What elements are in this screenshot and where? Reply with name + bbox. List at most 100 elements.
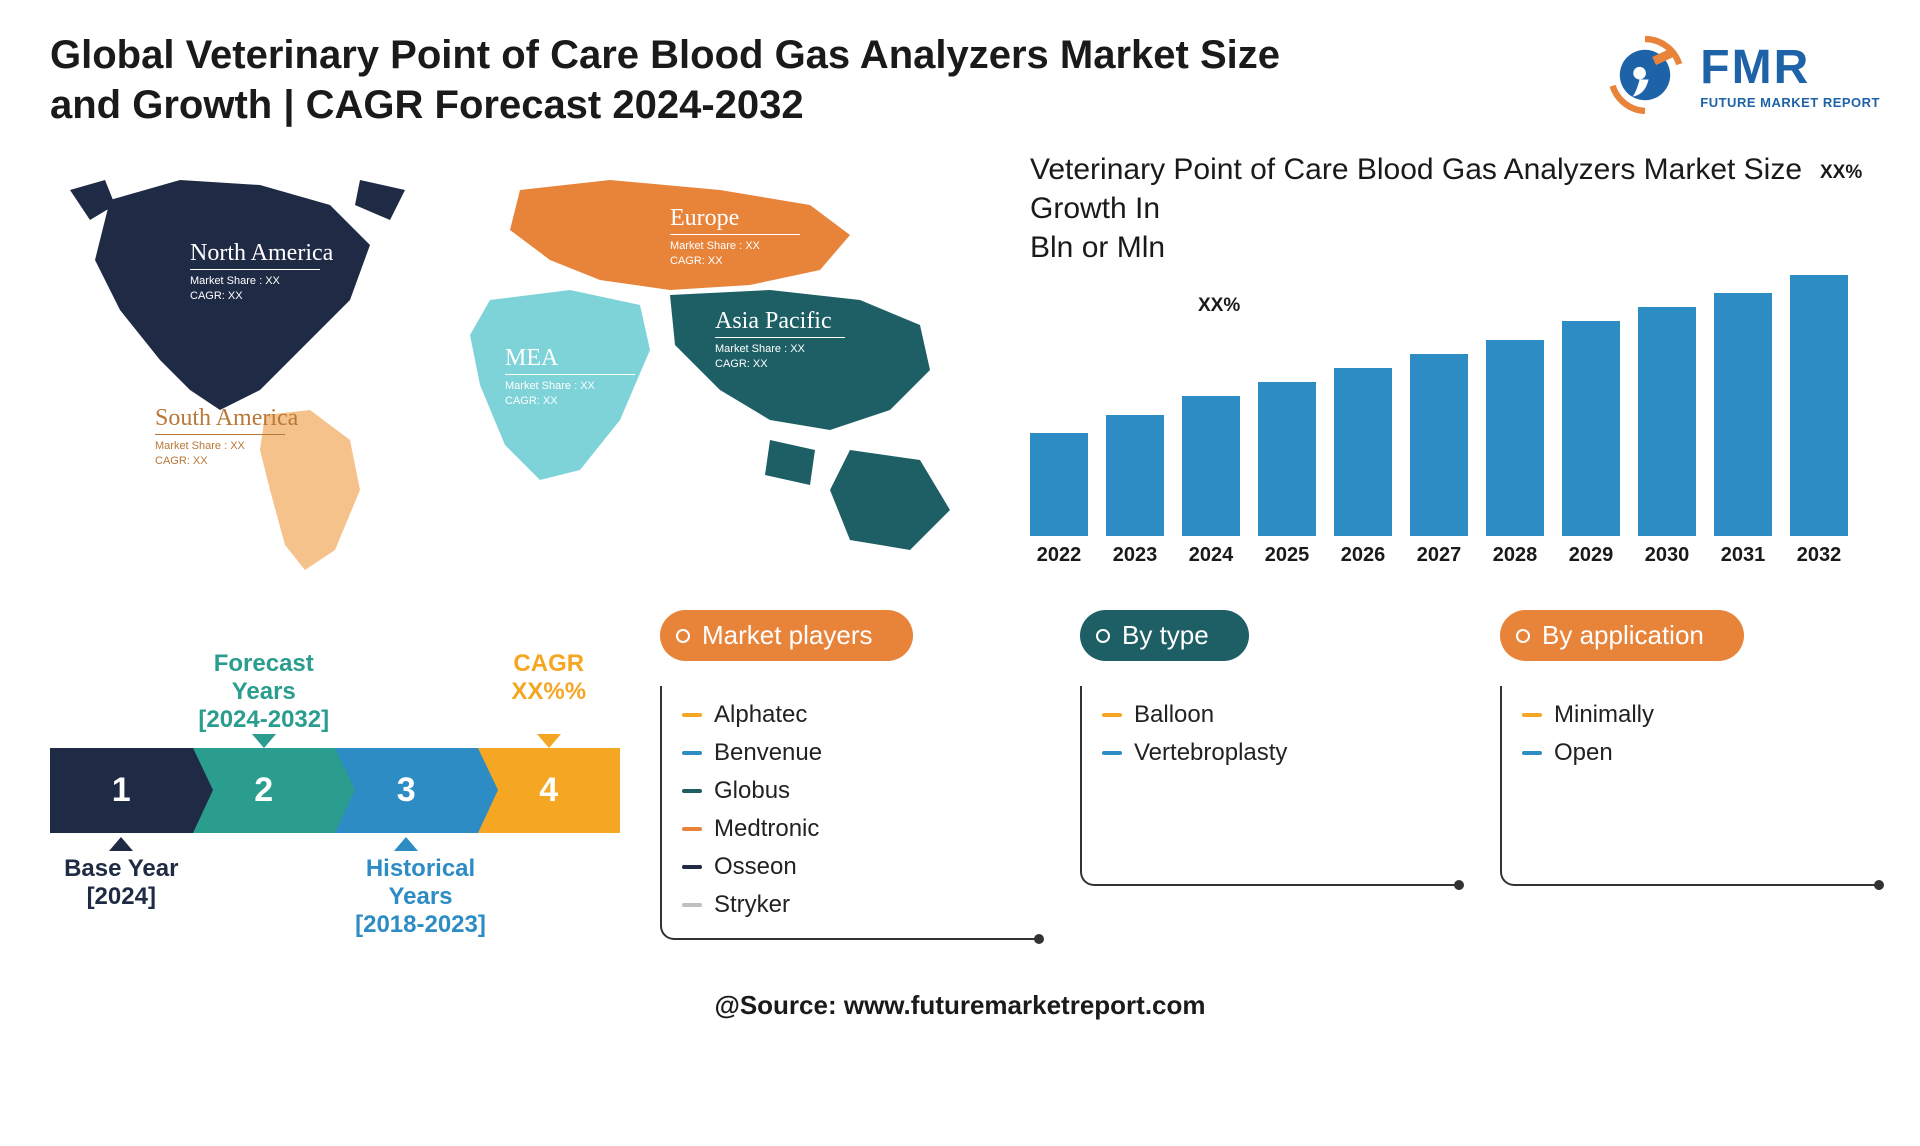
logo-sub-text: FUTURE MARKET REPORT bbox=[1700, 95, 1880, 110]
bar-year-label: 2026 bbox=[1341, 544, 1386, 567]
item-label: Osseon bbox=[714, 853, 797, 881]
dot-icon bbox=[676, 629, 690, 643]
timeline-seg-3: 3 bbox=[335, 748, 478, 833]
bottom-section: Forecast Years [2024-2032] CAGR XX%% 123… bbox=[0, 580, 1920, 940]
bar-2030: 2030 bbox=[1638, 307, 1696, 567]
tick-icon bbox=[682, 751, 702, 755]
bar-2024: 2024 bbox=[1182, 396, 1240, 567]
category-title: By type bbox=[1122, 620, 1209, 651]
chart-title: Veterinary Point of Care Blood Gas Analy… bbox=[1030, 150, 1880, 267]
category-item: Stryker bbox=[662, 886, 1040, 924]
category-header: By application bbox=[1500, 610, 1744, 661]
bar bbox=[1258, 382, 1316, 536]
item-label: Minimally bbox=[1554, 701, 1654, 729]
region-south-america: South America bbox=[155, 405, 298, 432]
bar bbox=[1410, 354, 1468, 536]
timeline-seg-1: 1 bbox=[50, 748, 193, 833]
category-item: Medtronic bbox=[662, 810, 1040, 848]
region-mea: MEA bbox=[505, 345, 635, 372]
header: Global Veterinary Point of Care Blood Ga… bbox=[0, 0, 1920, 140]
base-range: [2024] bbox=[50, 883, 193, 911]
bar-year-label: 2029 bbox=[1569, 544, 1614, 567]
category-item: Osseon bbox=[662, 848, 1040, 886]
bar bbox=[1106, 415, 1164, 536]
tick-icon bbox=[1522, 751, 1542, 755]
category-item: Open bbox=[1502, 734, 1880, 772]
bar-2029: 2029 bbox=[1562, 321, 1620, 567]
category-item: Vertebroplasty bbox=[1082, 734, 1460, 772]
category-header: By type bbox=[1080, 610, 1249, 661]
bar bbox=[1638, 307, 1696, 536]
item-label: Open bbox=[1554, 739, 1613, 767]
tick-icon bbox=[1522, 713, 1542, 717]
bar bbox=[1334, 368, 1392, 536]
tick-icon bbox=[682, 827, 702, 831]
bar-2026: 2026 bbox=[1334, 368, 1392, 567]
category-item: Minimally bbox=[1502, 696, 1880, 734]
category-header: Market players bbox=[660, 610, 913, 661]
bar bbox=[1486, 340, 1544, 536]
bar-2028: 2028 bbox=[1486, 340, 1544, 567]
bar-year-label: 2031 bbox=[1721, 544, 1766, 567]
bar-2032: 2032 bbox=[1790, 275, 1848, 567]
bar-2023: 2023 bbox=[1106, 415, 1164, 567]
cagr-label: CAGR bbox=[478, 650, 621, 678]
category-item: Alphatec bbox=[662, 696, 1040, 734]
bar-year-label: 2025 bbox=[1265, 544, 1310, 567]
category-block: By type Balloon Vertebroplasty bbox=[1080, 610, 1460, 940]
cagr-value: XX%% bbox=[478, 678, 621, 706]
bar-year-label: 2027 bbox=[1417, 544, 1462, 567]
logo-main-text: FMR bbox=[1700, 40, 1880, 95]
dot-icon bbox=[1516, 629, 1530, 643]
bar-2022: 2022 bbox=[1030, 433, 1088, 567]
pct-label-2024: XX% bbox=[1198, 295, 1240, 317]
bar-2025: 2025 bbox=[1258, 382, 1316, 567]
bar bbox=[1562, 321, 1620, 536]
hist-label: Historical Years bbox=[335, 855, 506, 911]
bar bbox=[1790, 275, 1848, 536]
base-label: Base Year bbox=[50, 855, 193, 883]
region-europe: Europe bbox=[670, 205, 800, 232]
item-label: Medtronic bbox=[714, 815, 819, 843]
bar-year-label: 2022 bbox=[1037, 544, 1082, 567]
item-label: Balloon bbox=[1134, 701, 1214, 729]
tick-icon bbox=[1102, 751, 1122, 755]
bar-2027: 2027 bbox=[1410, 354, 1468, 567]
bar bbox=[1714, 293, 1772, 536]
timeline-seg-4: 4 bbox=[478, 748, 621, 833]
item-label: Vertebroplasty bbox=[1134, 739, 1287, 767]
tick-icon bbox=[682, 713, 702, 717]
bar-year-label: 2024 bbox=[1189, 544, 1234, 567]
dot-icon bbox=[1096, 629, 1110, 643]
region-north-america: North America bbox=[190, 240, 333, 267]
item-label: Globus bbox=[714, 777, 790, 805]
category-item: Benvenue bbox=[662, 734, 1040, 772]
tick-icon bbox=[682, 789, 702, 793]
category-item: Balloon bbox=[1082, 696, 1460, 734]
item-label: Benvenue bbox=[714, 739, 822, 767]
category-list: Alphatec Benvenue Globus Medtronic Osseon Str… bbox=[660, 686, 1040, 940]
page-title: Global Veterinary Point of Care Blood Ga… bbox=[50, 30, 1350, 130]
region-asia-pacific: Asia Pacific bbox=[715, 308, 845, 335]
category-title: By application bbox=[1542, 620, 1704, 651]
bar-chart: Veterinary Point of Care Blood Gas Analy… bbox=[1030, 150, 1880, 580]
bar bbox=[1182, 396, 1240, 536]
item-label: Alphatec bbox=[714, 701, 807, 729]
bar-year-label: 2030 bbox=[1645, 544, 1690, 567]
bar-2031: 2031 bbox=[1714, 293, 1772, 567]
bar-year-label: 2023 bbox=[1113, 544, 1158, 567]
source-text: @Source: www.futuremarketreport.com bbox=[0, 990, 1920, 1021]
tick-icon bbox=[682, 903, 702, 907]
tick-icon bbox=[682, 865, 702, 869]
item-label: Stryker bbox=[714, 891, 790, 919]
pct-label-2032: XX% bbox=[1820, 162, 1862, 184]
forecast-label: Forecast Years bbox=[193, 650, 336, 706]
timeline-seg-2: 2 bbox=[193, 748, 336, 833]
tick-icon bbox=[1102, 713, 1122, 717]
bar-year-label: 2028 bbox=[1493, 544, 1538, 567]
hist-range: [2018-2023] bbox=[335, 911, 506, 939]
forecast-range: [2024-2032] bbox=[193, 706, 336, 734]
category-list: Minimally Open bbox=[1500, 686, 1880, 886]
timeline: Forecast Years [2024-2032] CAGR XX%% 123… bbox=[50, 650, 620, 939]
category-list: Balloon Vertebroplasty bbox=[1080, 686, 1460, 886]
